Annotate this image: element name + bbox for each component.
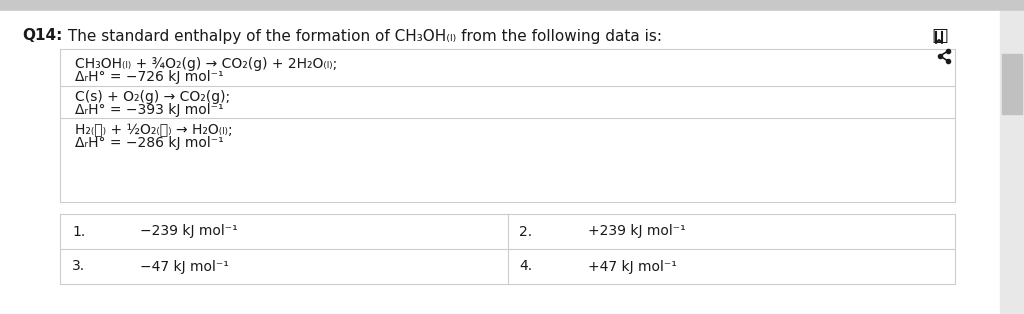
Text: 1.: 1.	[72, 225, 85, 239]
Text: The standard enthalpy of the formation of CH₃OH₍ₗ₎ from the following data is:: The standard enthalpy of the formation o…	[63, 29, 662, 44]
Text: C(s) + O₂(g) → CO₂(g);: C(s) + O₂(g) → CO₂(g);	[75, 90, 230, 104]
Bar	[1002, 54, 1022, 114]
Bar	[60, 214, 955, 284]
Text: +47 kJ mol⁻¹: +47 kJ mol⁻¹	[588, 259, 677, 273]
Text: H₂₍⁧₎ + ½O₂₍⁧₎ → H₂O₍ₗ₎;: H₂₍⁧₎ + ½O₂₍⁧₎ → H₂O₍ₗ₎;	[75, 123, 232, 137]
Text: 2.: 2.	[519, 225, 532, 239]
Text: ΔᵣH° = −393 kJ mol⁻¹: ΔᵣH° = −393 kJ mol⁻¹	[75, 103, 223, 117]
Bar	[1000, 11, 1024, 314]
Text: ΔᵣH° = −726 kJ mol⁻¹: ΔᵣH° = −726 kJ mol⁻¹	[75, 70, 223, 84]
Text: +239 kJ mol⁻¹: +239 kJ mol⁻¹	[588, 225, 685, 239]
Text: 4.: 4.	[519, 259, 532, 273]
Text: −239 kJ mol⁻¹: −239 kJ mol⁻¹	[140, 225, 238, 239]
Text: Q14:: Q14:	[22, 29, 62, 44]
Text: −47 kJ mol⁻¹: −47 kJ mol⁻¹	[140, 259, 229, 273]
Bar	[60, 49, 955, 202]
Bar	[0, 0, 1024, 11]
Text: ΔᵣH° = −286 kJ mol⁻¹: ΔᵣH° = −286 kJ mol⁻¹	[75, 136, 224, 150]
Text: CH₃OH₍ₗ₎ + ¾O₂(g) → CO₂(g) + 2H₂O₍ₗ₎;: CH₃OH₍ₗ₎ + ¾O₂(g) → CO₂(g) + 2H₂O₍ₗ₎;	[75, 57, 337, 71]
Text: □: □	[932, 27, 948, 45]
Text: 3.: 3.	[72, 259, 85, 273]
